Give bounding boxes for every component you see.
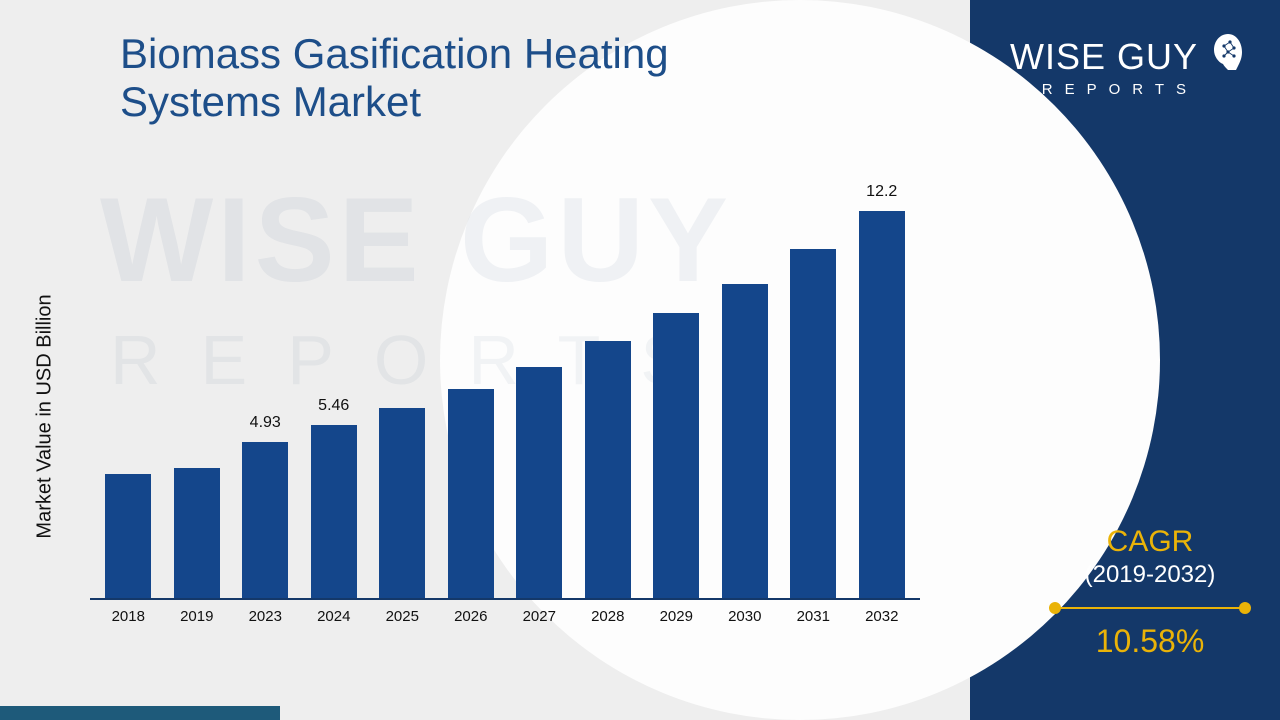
bar-wrap	[163, 170, 232, 598]
cagr-divider	[1055, 607, 1245, 609]
bar-wrap	[574, 170, 643, 598]
x-axis-label: 2027	[505, 600, 574, 640]
bar-wrap: 5.46	[300, 170, 369, 598]
cagr-label: CAGR	[1020, 525, 1280, 559]
bar-value-label: 4.93	[235, 414, 295, 432]
bar-wrap	[368, 170, 437, 598]
cagr-value: 10.58%	[1020, 623, 1280, 660]
x-axis-label: 2029	[642, 600, 711, 640]
x-axis-label: 2032	[848, 600, 917, 640]
bar	[311, 425, 357, 598]
bar	[653, 313, 699, 598]
x-axis-label: 2023	[231, 600, 300, 640]
bar	[585, 341, 631, 598]
x-axis-label: 2018	[94, 600, 163, 640]
x-labels-container: 2018201920232024202520262027202820292030…	[90, 600, 920, 640]
bar	[859, 211, 905, 598]
chart: Market Value in USD Billion 4.935.4612.2…	[70, 170, 920, 640]
plot-area: 4.93 5.46 12.2	[90, 170, 920, 600]
bar-value-label: 12.2	[852, 183, 912, 201]
bar-wrap: 12.2	[848, 170, 917, 598]
logo-sub: REPORTS	[1010, 81, 1198, 98]
stage: WISE GUY REPORTS Biomass Gasification He…	[0, 0, 1280, 720]
bar	[379, 408, 425, 598]
x-axis-label: 2024	[300, 600, 369, 640]
bar	[105, 474, 151, 598]
head-icon	[1206, 30, 1250, 83]
bar	[448, 389, 494, 598]
bar-wrap: 4.93	[231, 170, 300, 598]
bar	[722, 284, 768, 598]
x-axis-label: 2031	[779, 600, 848, 640]
bar-wrap	[437, 170, 506, 598]
logo-main: WISE GUY	[1010, 30, 1250, 83]
bar-wrap	[779, 170, 848, 598]
x-axis-label: 2019	[163, 600, 232, 640]
bar-value-label: 5.46	[304, 397, 364, 415]
bar	[242, 442, 288, 598]
bar-wrap	[711, 170, 780, 598]
bar	[516, 367, 562, 598]
cagr-range: (2019-2032)	[1020, 561, 1280, 589]
bar	[790, 249, 836, 598]
y-axis-label: Market Value in USD Billion	[34, 294, 57, 538]
bar-wrap	[505, 170, 574, 598]
footer-accent-bar	[0, 706, 280, 720]
chart-title: Biomass Gasification Heating Systems Mar…	[120, 30, 760, 127]
bar-wrap	[642, 170, 711, 598]
x-axis-label: 2028	[574, 600, 643, 640]
logo-text: WISE GUY	[1010, 36, 1198, 78]
x-axis-label: 2025	[368, 600, 437, 640]
cagr-block: CAGR (2019-2032) 10.58%	[1020, 525, 1280, 660]
x-axis-label: 2026	[437, 600, 506, 640]
bar	[174, 468, 220, 598]
x-axis-label: 2030	[711, 600, 780, 640]
bar-wrap	[94, 170, 163, 598]
logo: WISE GUY REPORTS	[1010, 30, 1250, 98]
bars-container: 4.93 5.46 12.2	[90, 170, 920, 598]
